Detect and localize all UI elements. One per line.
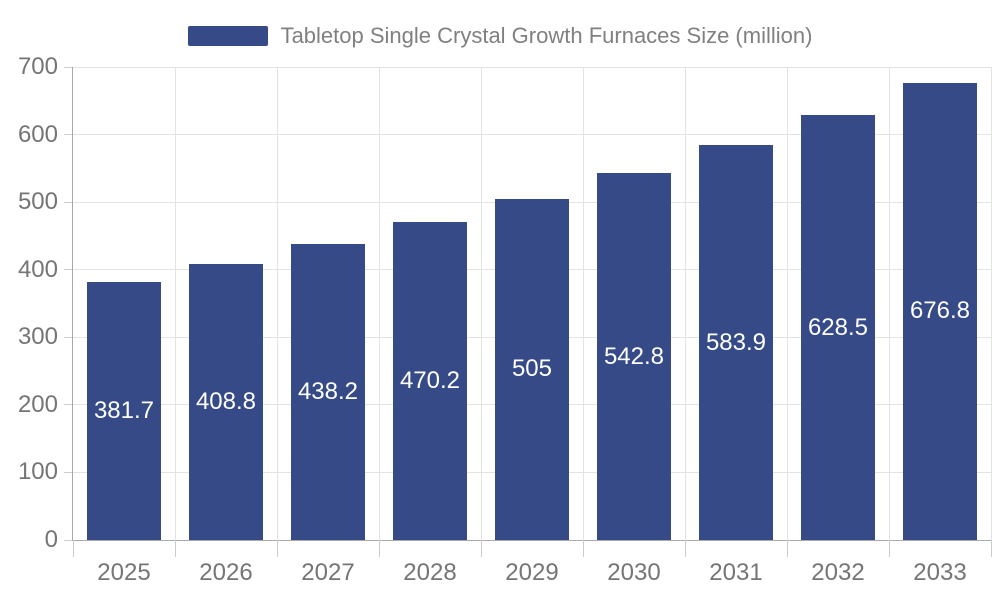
bar: 470.2	[392, 222, 468, 540]
gridline-vertical	[888, 67, 890, 540]
bar: 542.8	[596, 173, 672, 540]
x-axis-tick	[990, 540, 992, 557]
gridline-vertical	[174, 67, 176, 540]
y-axis-label: 0	[44, 526, 58, 553]
bar: 676.8	[902, 82, 978, 540]
x-axis-tick	[378, 540, 380, 557]
bar-value-label: 438.2	[297, 377, 359, 405]
plot-area: 0 100 200 300 400 500 600 700 2025 381.7 2026 408.8…	[18, 55, 992, 586]
y-axis-label: 700	[17, 53, 58, 80]
x-axis-label: 2027	[301, 559, 355, 586]
bar: 381.7	[86, 282, 162, 540]
gridline-vertical	[480, 67, 482, 540]
bar-value-label: 628.5	[807, 313, 869, 341]
x-axis-label: 2030	[607, 559, 661, 586]
y-axis-tick	[64, 134, 72, 136]
bar: 438.2	[290, 243, 366, 540]
x-axis-tick	[786, 540, 788, 557]
y-axis-tick	[64, 539, 72, 541]
gridline-vertical	[990, 67, 992, 540]
x-axis-tick	[684, 540, 686, 557]
bar-value-label: 470.2	[399, 367, 461, 395]
y-axis-tick	[64, 336, 72, 338]
y-axis-label: 300	[17, 323, 58, 351]
bar-value-label: 408.8	[195, 387, 257, 415]
y-axis-label: 200	[17, 390, 58, 418]
x-axis-tick	[582, 540, 584, 557]
gridline-vertical	[378, 67, 380, 540]
gridline-horizontal	[73, 66, 991, 68]
gridline-horizontal	[73, 134, 991, 136]
y-axis-tick	[64, 66, 72, 68]
legend-label: Tabletop Single Crystal Growth Furnaces …	[280, 23, 813, 48]
bar: 583.9	[698, 145, 774, 540]
x-axis-tick	[888, 540, 890, 557]
bar-value-label: 583.9	[705, 328, 767, 356]
x-axis-tick	[276, 540, 278, 557]
bar-value-label: 676.8	[909, 297, 971, 325]
x-axis-tick	[72, 540, 74, 557]
gridline-vertical	[582, 67, 584, 540]
gridline-vertical	[276, 67, 278, 540]
x-axis-label: 2032	[811, 559, 865, 586]
legend-swatch	[187, 26, 268, 46]
gridline-vertical	[786, 67, 788, 540]
bar: 505	[494, 198, 570, 540]
x-axis-label: 2026	[199, 559, 253, 586]
y-axis-label: 500	[17, 188, 58, 216]
bar: 628.5	[800, 115, 876, 540]
y-axis-tick	[64, 269, 72, 271]
y-axis-label: 400	[17, 255, 58, 283]
x-axis-tick	[174, 540, 176, 557]
y-axis-label: 100	[17, 458, 58, 486]
legend[interactable]: Tabletop Single Crystal Growth Furnaces …	[0, 23, 1000, 49]
y-axis-label: 600	[17, 120, 58, 148]
y-axis-tick	[64, 404, 72, 406]
x-axis-label: 2028	[403, 559, 457, 586]
bar-value-label: 505	[511, 355, 553, 383]
bar-value-label: 542.8	[603, 342, 665, 370]
x-axis-label: 2031	[709, 559, 763, 586]
x-axis-label: 2029	[505, 559, 559, 586]
bar-value-label: 381.7	[93, 397, 155, 425]
y-axis-tick	[64, 201, 72, 203]
y-axis-tick	[64, 471, 72, 473]
x-axis-tick	[480, 540, 482, 557]
bar: 408.8	[188, 263, 264, 540]
x-axis-label: 2025	[97, 559, 151, 586]
x-axis-label: 2033	[913, 559, 967, 586]
gridline-vertical	[684, 67, 686, 540]
